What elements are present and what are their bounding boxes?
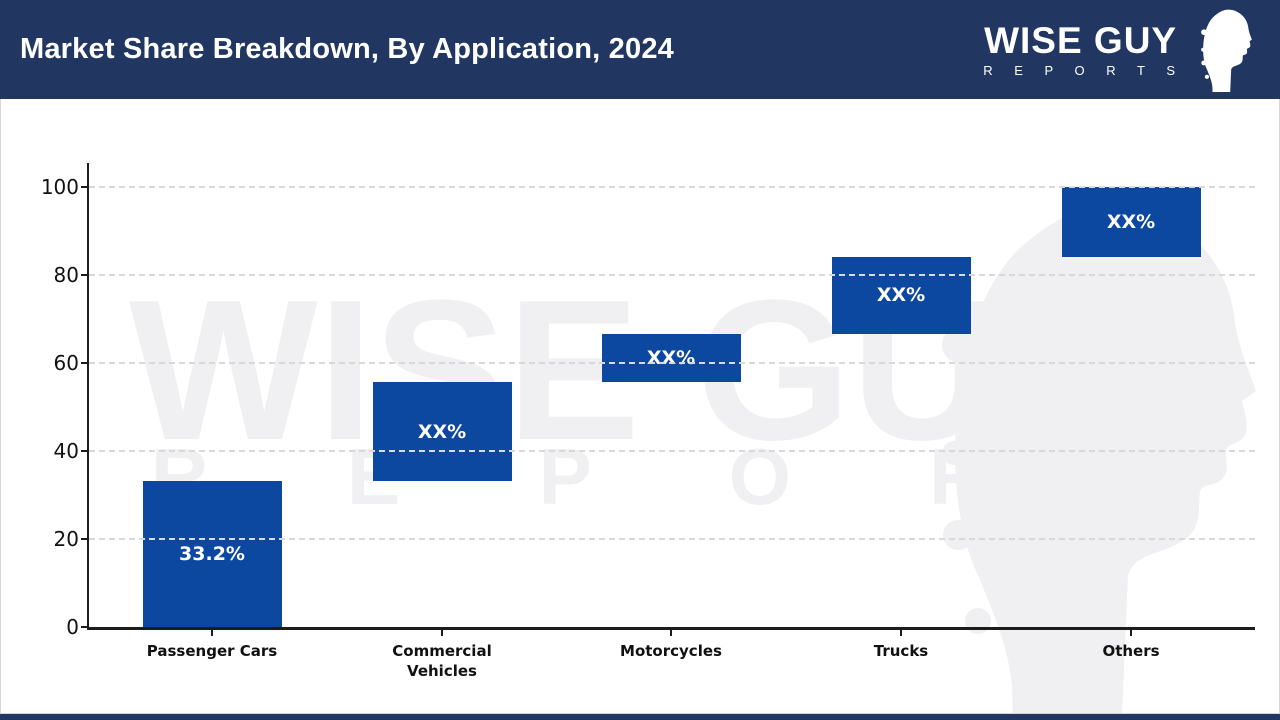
y-tick-mark bbox=[81, 186, 88, 188]
page-title: Market Share Breakdown, By Application, … bbox=[20, 33, 674, 65]
category-label-line: Passenger Cars bbox=[146, 642, 278, 660]
bar-value-label: XX% bbox=[646, 347, 696, 370]
category-label-line: Motorcycles bbox=[620, 642, 722, 660]
category-label: Motorcycles bbox=[576, 641, 766, 661]
category-label: Commercial Vehicles bbox=[347, 641, 537, 681]
y-tick-label: 60 bbox=[53, 351, 79, 375]
bar-value-label: XX% bbox=[417, 420, 467, 443]
x-tick-mark bbox=[1130, 630, 1132, 636]
bar: XX% bbox=[1061, 187, 1201, 257]
x-tick-mark bbox=[900, 630, 902, 636]
y-tick-mark bbox=[81, 450, 88, 452]
logo-head-icon bbox=[1201, 9, 1252, 92]
category-label-line: Commercial bbox=[392, 642, 492, 660]
y-tick-label: 80 bbox=[53, 263, 79, 287]
x-tick-mark bbox=[441, 630, 443, 636]
category-label: Trucks bbox=[806, 641, 996, 661]
y-tick-mark bbox=[81, 362, 88, 364]
wise-guy-logo: WISE GUY R E P O R T S bbox=[977, 8, 1266, 92]
y-tick-label: 20 bbox=[53, 527, 79, 551]
bar: 33.2% bbox=[142, 480, 282, 627]
y-tick-mark bbox=[81, 274, 88, 276]
x-tick-mark bbox=[670, 630, 672, 636]
gridline bbox=[89, 186, 1255, 188]
category-label-line: Others bbox=[1102, 642, 1160, 660]
category-label-line: Trucks bbox=[873, 642, 929, 660]
y-tick-label: 100 bbox=[40, 175, 79, 199]
header-banner: Market Share Breakdown, By Application, … bbox=[0, 0, 1280, 99]
y-axis-line bbox=[87, 163, 89, 630]
gridline bbox=[89, 362, 1255, 364]
category-label: Passenger Cars bbox=[117, 641, 307, 661]
footer-bar bbox=[0, 714, 1280, 720]
y-tick-mark bbox=[81, 626, 88, 628]
logo-wordmark: WISE GUY bbox=[984, 20, 1178, 61]
bar: XX% bbox=[372, 382, 512, 481]
bar-value-label: XX% bbox=[1106, 210, 1156, 233]
category-label: Others bbox=[1036, 641, 1226, 661]
logo-text: WISE GUY R E P O R T S bbox=[977, 22, 1184, 77]
bar-value-label: XX% bbox=[876, 284, 926, 307]
gridline bbox=[89, 274, 1255, 276]
y-tick-mark bbox=[81, 538, 88, 540]
watermark-head-icon bbox=[942, 204, 1256, 713]
x-axis-line bbox=[87, 627, 1255, 630]
bar: XX% bbox=[601, 333, 741, 383]
gridline bbox=[89, 538, 1255, 540]
chart-canvas: WISE GUY R E P O R T S 33.2%XX%XX%XX%XX%… bbox=[0, 99, 1280, 714]
y-tick-label: 0 bbox=[66, 615, 79, 639]
bar: XX% bbox=[831, 256, 971, 334]
gridline bbox=[89, 450, 1255, 452]
logo-subtext: R E P O R T S bbox=[983, 63, 1184, 78]
y-tick-label: 40 bbox=[53, 439, 79, 463]
bar-value-label: 33.2% bbox=[179, 542, 245, 565]
x-tick-mark bbox=[211, 630, 213, 636]
category-label-line: Vehicles bbox=[407, 662, 477, 680]
